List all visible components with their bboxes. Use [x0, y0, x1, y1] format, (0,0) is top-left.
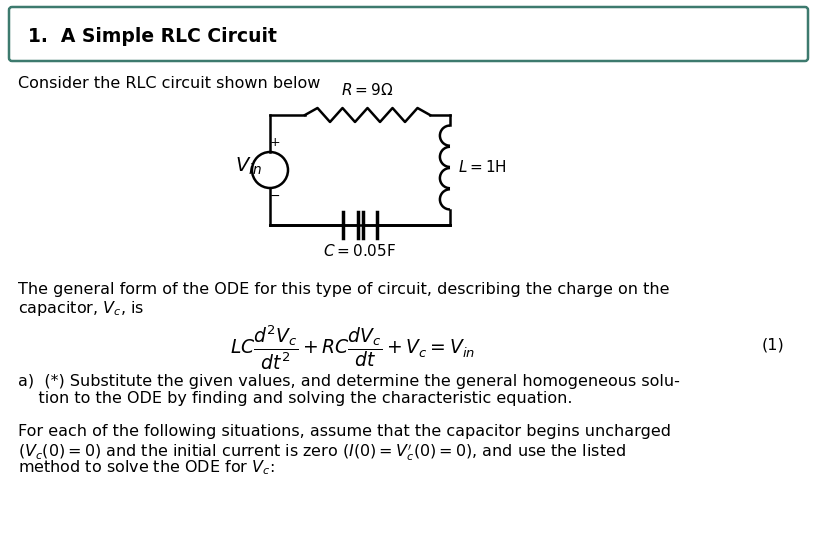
Text: method to solve the ODE for $V_c$:: method to solve the ODE for $V_c$:: [18, 458, 275, 477]
Text: (1): (1): [762, 338, 784, 353]
Text: a)  (*) Substitute the given values, and determine the general homogeneous solu-: a) (*) Substitute the given values, and …: [18, 374, 680, 389]
Text: $\mathit{V}_{in}$: $\mathit{V}_{in}$: [235, 155, 262, 177]
Text: −: −: [270, 190, 281, 203]
Text: $L = 1\mathrm{H}$: $L = 1\mathrm{H}$: [458, 160, 507, 176]
Text: 1.  A Simple RLC Circuit: 1. A Simple RLC Circuit: [28, 26, 276, 46]
FancyBboxPatch shape: [9, 7, 808, 61]
Text: $C = 0.05\mathrm{F}$: $C = 0.05\mathrm{F}$: [323, 243, 397, 259]
Text: The general form of the ODE for this type of circuit, describing the charge on t: The general form of the ODE for this typ…: [18, 282, 669, 297]
Text: ($V_c(0) = 0$) and the initial current is zero ($I(0) = V_c'(0) = 0$), and use t: ($V_c(0) = 0$) and the initial current i…: [18, 441, 626, 463]
Text: $R = 9\Omega$: $R = 9\Omega$: [341, 82, 393, 98]
Text: tion to the ODE by finding and solving the characteristic equation.: tion to the ODE by finding and solving t…: [18, 391, 573, 406]
Text: capacitor, $V_c$, is: capacitor, $V_c$, is: [18, 299, 144, 318]
Text: Consider the RLC circuit shown below: Consider the RLC circuit shown below: [18, 76, 321, 91]
Text: $\mathit{LC}\dfrac{d^2V_c}{dt^2} + \mathit{RC}\dfrac{dV_c}{dt} + V_c = V_{in}$: $\mathit{LC}\dfrac{d^2V_c}{dt^2} + \math…: [230, 324, 475, 372]
Text: For each of the following situations, assume that the capacitor begins uncharged: For each of the following situations, as…: [18, 424, 671, 439]
Text: +: +: [270, 136, 281, 149]
